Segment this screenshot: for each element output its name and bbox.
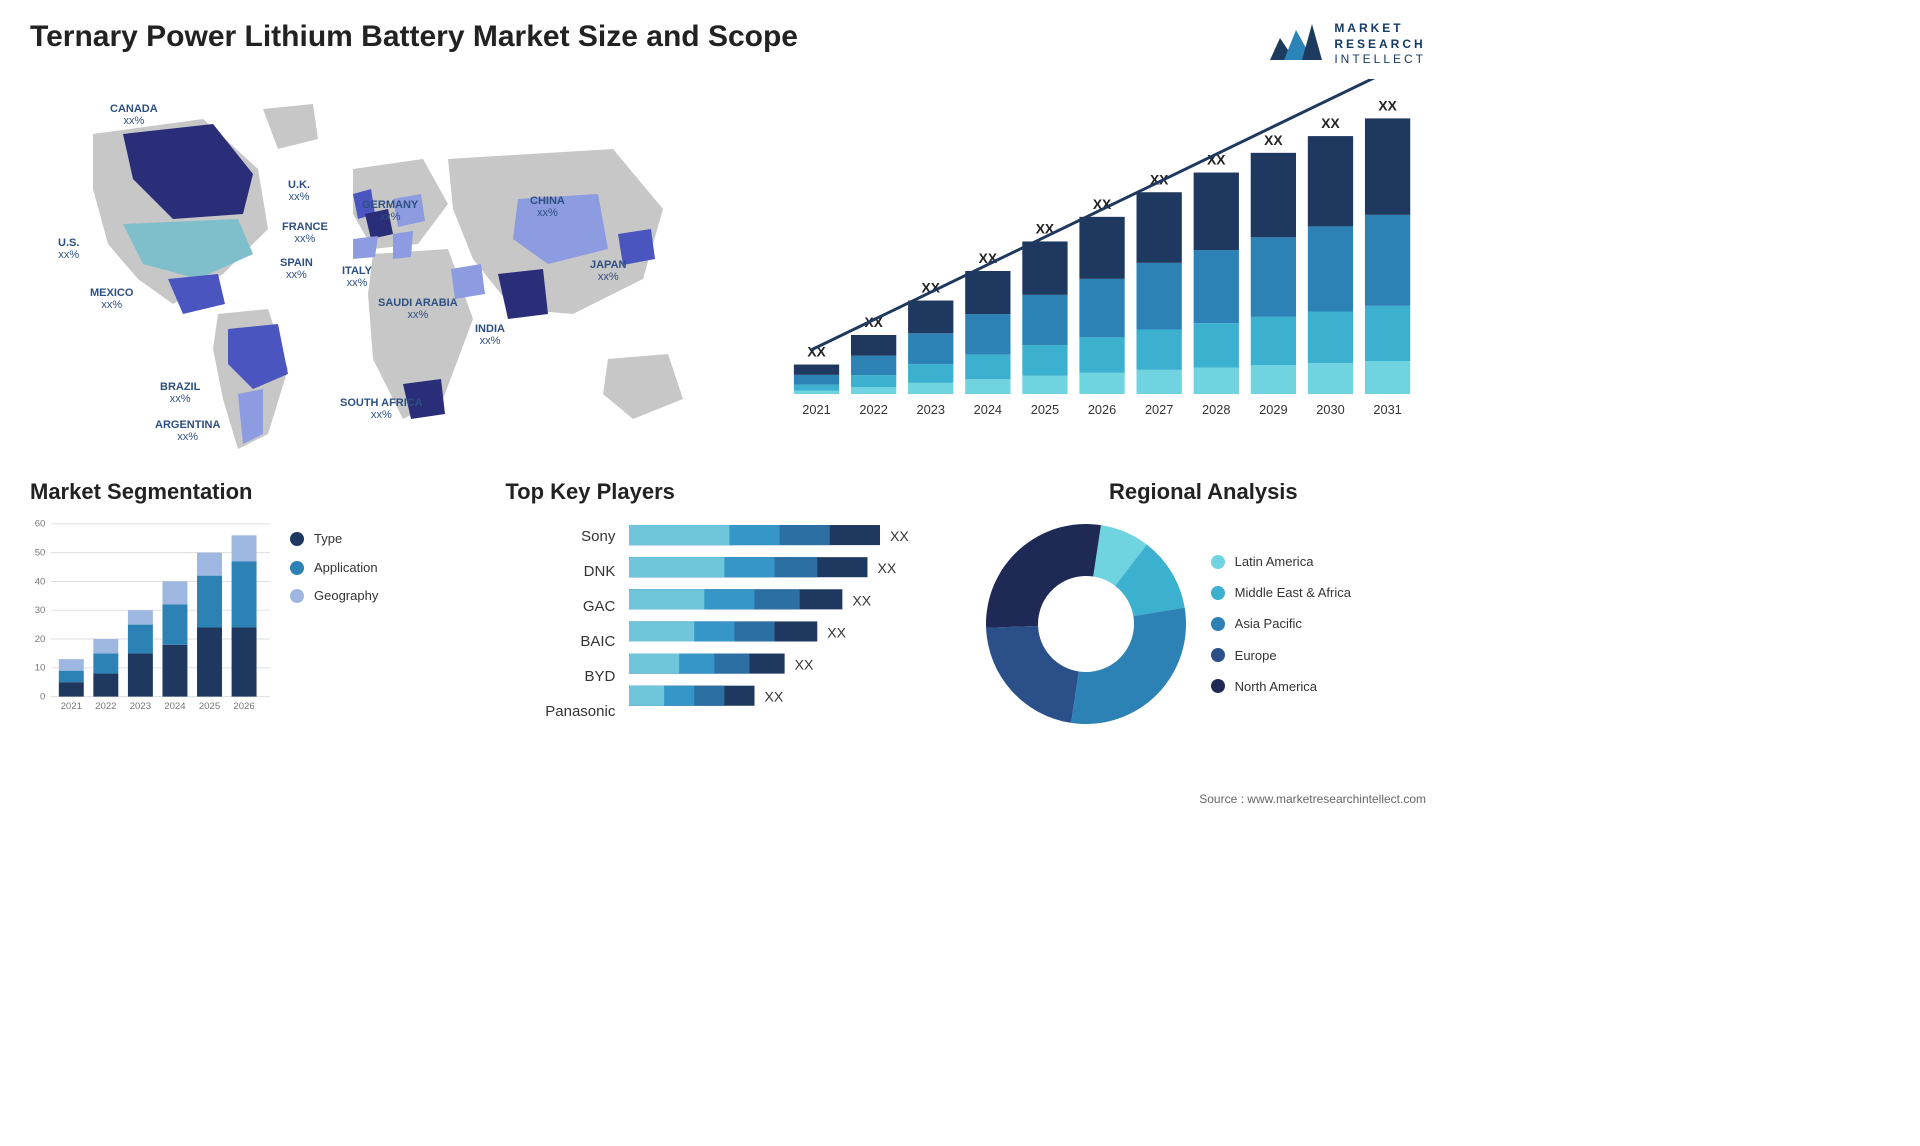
regional-heading: Regional Analysis [981, 479, 1426, 505]
legend-item: North America [1211, 671, 1351, 702]
logo-text: MARKET RESEARCH INTELLECT [1334, 21, 1426, 68]
svg-text:2030: 2030 [1316, 402, 1344, 417]
svg-text:2026: 2026 [1088, 402, 1116, 417]
regional-donut-chart [981, 519, 1191, 729]
map-country-label: SAUDI ARABIAxx% [378, 297, 458, 321]
svg-text:2025: 2025 [199, 701, 220, 712]
segmentation-heading: Market Segmentation [30, 479, 475, 505]
map-country-label: SOUTH AFRICAxx% [340, 397, 423, 421]
svg-text:XX: XX [890, 528, 909, 544]
svg-text:XX: XX [795, 657, 814, 673]
players-bar-chart: XX XX XX XX XX XX [629, 519, 950, 729]
svg-text:XX: XX [878, 560, 897, 576]
svg-text:2024: 2024 [974, 402, 1002, 417]
map-country-label: U.K.xx% [288, 179, 310, 203]
map-country-label: SPAINxx% [280, 257, 313, 281]
legend-item: Europe [1211, 640, 1351, 671]
source-attribution: Source : www.marketresearchintellect.com [1199, 792, 1426, 806]
player-label: GAC [505, 598, 615, 615]
map-country-label: INDIAxx% [475, 323, 505, 347]
logo-icon [1268, 20, 1324, 69]
segmentation-chart: 0 10 20 30 40 50 60 2021 2022 2023 2024 2025 2026 [30, 519, 270, 729]
world-map: CANADAxx% U.S.xx% MEXICOxx% BRAZILxx% ARGENT… [30, 79, 756, 459]
player-label: DNK [505, 563, 615, 580]
svg-text:2022: 2022 [95, 701, 116, 712]
map-country-label: FRANCExx% [282, 221, 328, 245]
player-label: Sony [505, 528, 615, 545]
segmentation-legend: TypeApplicationGeography [290, 519, 378, 729]
svg-text:2029: 2029 [1259, 402, 1287, 417]
legend-item: Geography [290, 582, 378, 611]
segmentation-panel: Market Segmentation 0 10 20 30 40 50 60 2021 202… [30, 479, 475, 739]
svg-text:2027: 2027 [1145, 402, 1173, 417]
svg-text:XX: XX [1378, 99, 1397, 114]
players-heading: Top Key Players [505, 479, 950, 505]
svg-text:XX: XX [1321, 116, 1340, 131]
svg-text:XX: XX [828, 624, 847, 640]
legend-item: Type [290, 525, 378, 554]
map-country-label: ITALYxx% [342, 265, 372, 289]
player-label: BAIC [505, 633, 615, 650]
legend-item: Application [290, 554, 378, 583]
svg-text:20: 20 [35, 634, 46, 645]
legend-item: Asia Pacific [1211, 608, 1351, 639]
map-country-label: GERMANYxx% [362, 199, 418, 223]
player-label: Panasonic [505, 703, 615, 720]
growth-bar-chart: XX2021XX2022XX2023XX2024XX2025XX2026XX20… [786, 79, 1426, 459]
svg-text:2024: 2024 [164, 701, 186, 712]
map-country-label: BRAZILxx% [160, 381, 200, 405]
svg-text:2023: 2023 [917, 402, 945, 417]
svg-text:30: 30 [35, 605, 46, 616]
svg-text:2025: 2025 [1031, 402, 1059, 417]
svg-text:2026: 2026 [233, 701, 254, 712]
map-country-label: JAPANxx% [590, 259, 626, 283]
svg-text:XX: XX [1264, 133, 1283, 148]
svg-text:2031: 2031 [1373, 402, 1401, 417]
legend-item: Middle East & Africa [1211, 577, 1351, 608]
svg-text:XX: XX [853, 592, 872, 608]
brand-logo: MARKET RESEARCH INTELLECT [1268, 20, 1426, 69]
map-country-label: U.S.xx% [58, 237, 79, 261]
map-country-label: ARGENTINAxx% [155, 419, 220, 443]
page-title: Ternary Power Lithium Battery Market Siz… [30, 20, 798, 54]
svg-text:40: 40 [35, 576, 46, 587]
player-label: BYD [505, 668, 615, 685]
players-labels: Sony DNK GAC BAIC BYD Panasonic [505, 519, 615, 729]
regional-legend: Latin AmericaMiddle East & AfricaAsia Pa… [1211, 546, 1351, 702]
map-country-label: CANADAxx% [110, 103, 158, 127]
map-country-label: MEXICOxx% [90, 287, 133, 311]
svg-text:10: 10 [35, 663, 46, 674]
map-country-label: CHINAxx% [530, 195, 565, 219]
svg-text:2021: 2021 [61, 701, 82, 712]
svg-text:XX: XX [765, 689, 784, 705]
svg-text:2023: 2023 [130, 701, 151, 712]
svg-text:2022: 2022 [859, 402, 887, 417]
svg-text:2028: 2028 [1202, 402, 1230, 417]
svg-text:0: 0 [40, 691, 45, 702]
players-panel: Top Key Players Sony DNK GAC BAIC BYD Panason… [505, 479, 950, 739]
legend-item: Latin America [1211, 546, 1351, 577]
regional-panel: Regional Analysis Latin AmericaMiddle Ea… [981, 479, 1426, 739]
svg-text:60: 60 [35, 519, 46, 530]
svg-text:2021: 2021 [802, 402, 830, 417]
svg-text:50: 50 [35, 547, 46, 558]
